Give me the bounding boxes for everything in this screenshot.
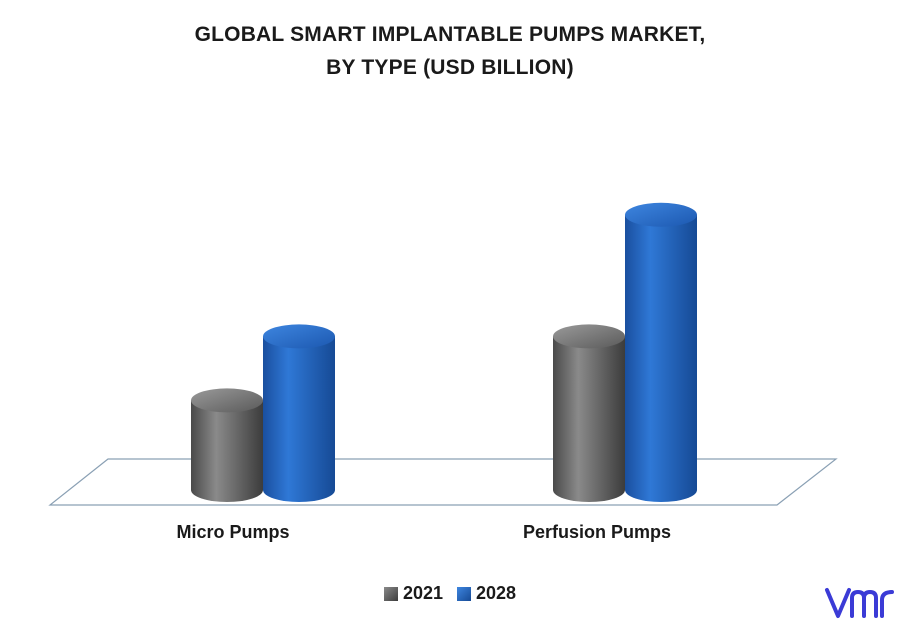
bar-top-2021-perfusion-pumps [553, 324, 625, 349]
legend-swatch-2021 [383, 586, 398, 601]
legend-label-2021: 2021 [402, 583, 443, 603]
bar-2028-perfusion-pumps [625, 214, 697, 503]
vmr-logo-icon [825, 588, 894, 618]
category-label-perfusion-pumps: Perfusion Pumps [522, 522, 672, 542]
legend-item-2028: 2028 [457, 583, 516, 604]
bar-2021-micro-pumps [191, 400, 263, 502]
bar-top-2028-micro-pumps [263, 324, 335, 349]
legend-label-2028: 2028 [476, 583, 517, 603]
bar-top-2021-micro-pumps [191, 388, 263, 413]
category-label-micro-pumps: Micro Pumps [176, 522, 290, 542]
bar-2028-micro-pumps [263, 336, 335, 502]
chart-title-line2: BY TYPE (USD BILLION) [326, 56, 574, 79]
chart-floor [48, 458, 838, 506]
chart-title-line1: GLOBAL SMART IMPLANTABLE PUMPS MARKET, [194, 23, 706, 46]
chart-legend: 2021 2028 [0, 583, 900, 604]
chart-title: GLOBAL SMART IMPLANTABLE PUMPS MARKET, B… [0, 18, 900, 84]
legend-swatch-2028 [457, 586, 471, 601]
bar-2021-perfusion-pumps [553, 336, 625, 502]
legend-item-2021: 2021 [383, 583, 443, 604]
bar-top-2028-perfusion-pumps [625, 202, 697, 227]
